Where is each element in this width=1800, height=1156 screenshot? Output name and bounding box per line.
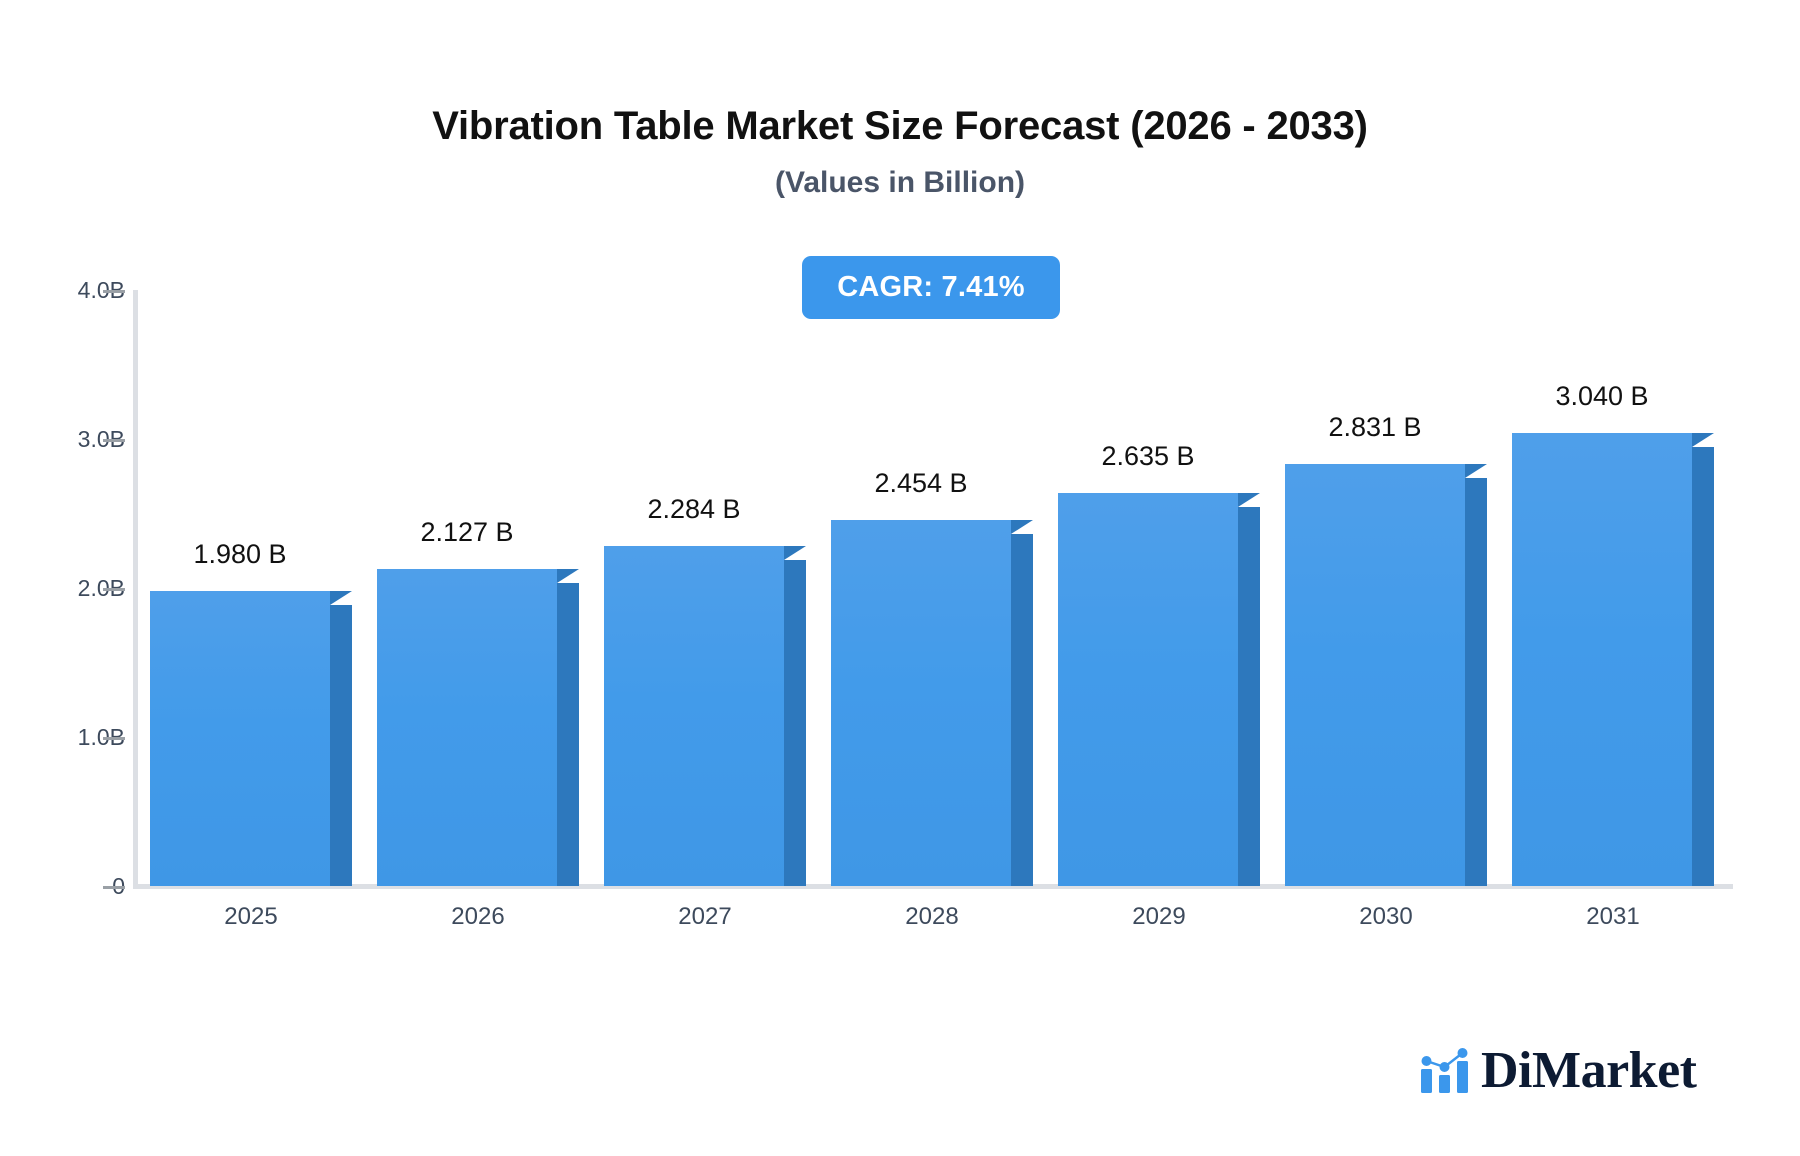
bar-front-face	[831, 520, 1011, 886]
bar-front-face	[1512, 433, 1692, 886]
bar-value-label: 2.454 B	[874, 468, 968, 499]
x-axis-line	[133, 884, 1733, 889]
bar-side-face	[1238, 507, 1260, 886]
cagr-badge-label: CAGR: 7.41%	[837, 271, 1025, 303]
bar-value-label: 2.284 B	[647, 493, 741, 524]
chart-subtitle: (Values in Billion)	[774, 166, 1026, 199]
x-axis-tick-label: 2029	[1132, 903, 1186, 930]
x-axis-tick-label: 2025	[224, 903, 278, 930]
bar-front-face	[604, 545, 784, 886]
bar-value-label: 2.831 B	[1328, 412, 1422, 443]
logo-text: DiMarket	[1481, 1042, 1697, 1099]
bar-value-label: 3.040 B	[1555, 381, 1649, 412]
bar[interactable]	[604, 545, 806, 886]
bar[interactable]	[150, 590, 352, 886]
y-axis-line	[133, 290, 138, 888]
y-axis-tick-mark	[103, 439, 125, 442]
x-axis-tick-label: 2030	[1359, 903, 1413, 930]
x-axis-tick-label: 2026	[451, 903, 505, 930]
y-axis-tick-mark	[103, 588, 125, 591]
bar-side-face	[1465, 478, 1487, 886]
bar[interactable]	[377, 569, 579, 886]
bar-top-face	[1692, 433, 1714, 448]
bar-top-face	[784, 545, 806, 560]
x-axis-tick-label: 2027	[678, 903, 732, 930]
bar-side-face	[330, 604, 352, 886]
bar[interactable]	[1058, 493, 1260, 886]
bar-value-label: 2.635 B	[1101, 441, 1195, 472]
dimarket-logo: DiMarket	[1419, 1042, 1697, 1099]
bar-value-label: 2.127 B	[420, 517, 514, 548]
bar-side-face	[784, 559, 806, 886]
cagr-badge: CAGR: 7.41%	[802, 256, 1060, 319]
y-axis-tick-mark	[103, 290, 125, 293]
chart-title: Vibration Table Market Size Forecast (20…	[432, 104, 1368, 148]
bar-top-face	[1465, 464, 1487, 479]
bar-top-face	[330, 590, 352, 605]
bar-value-label: 1.980 B	[193, 538, 287, 569]
bar-front-face	[1058, 493, 1238, 886]
y-axis-tick-mark	[103, 886, 125, 889]
bar-front-face	[150, 590, 330, 886]
bar-top-face	[557, 569, 579, 584]
bar[interactable]	[1285, 464, 1487, 886]
x-axis-tick-label: 2031	[1586, 903, 1640, 930]
bar[interactable]	[1512, 433, 1714, 886]
y-axis-tick-mark	[103, 737, 125, 740]
bar-front-face	[1285, 464, 1465, 886]
x-axis-tick-label: 2028	[905, 903, 959, 930]
bar-top-face	[1011, 520, 1033, 535]
bar-top-face	[1238, 493, 1260, 508]
bar-side-face	[1692, 447, 1714, 886]
bar-side-face	[1011, 534, 1033, 886]
bar-front-face	[377, 569, 557, 886]
bar-side-face	[557, 583, 579, 886]
bar-chart-icon	[1419, 1047, 1471, 1095]
bar[interactable]	[831, 520, 1033, 886]
